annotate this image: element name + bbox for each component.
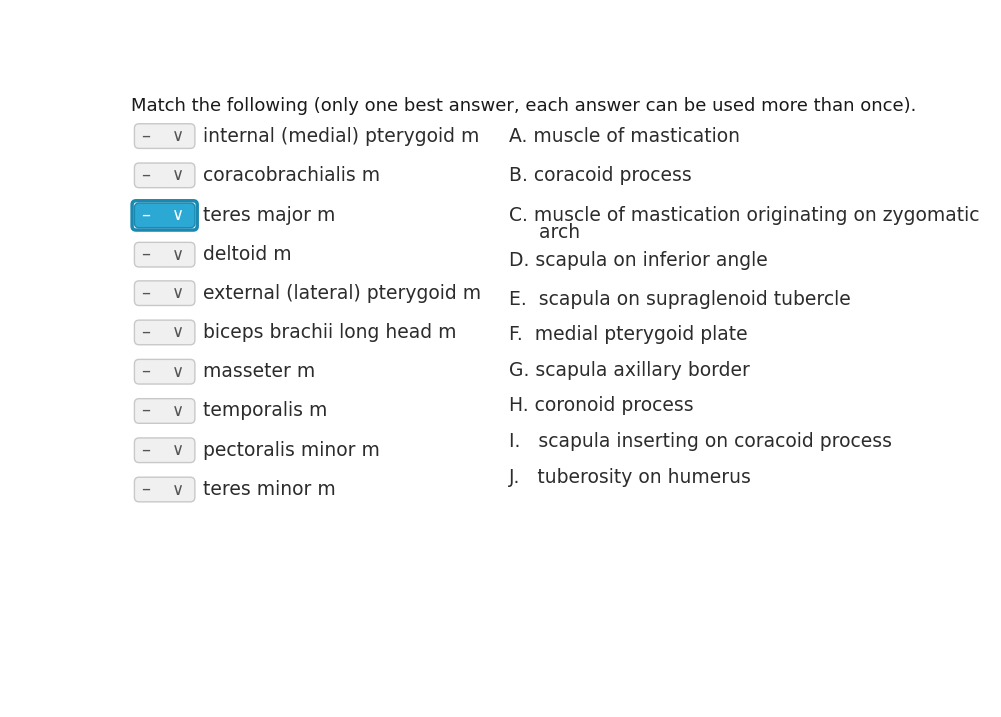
Text: ∨: ∨: [172, 284, 184, 302]
Text: ∨: ∨: [172, 363, 184, 381]
Text: ∨: ∨: [172, 127, 184, 145]
Text: external (lateral) pterygoid m: external (lateral) pterygoid m: [202, 284, 480, 303]
Text: E.  scapula on supraglenoid tubercle: E. scapula on supraglenoid tubercle: [509, 290, 851, 309]
Text: –: –: [141, 480, 150, 498]
Text: teres major m: teres major m: [202, 206, 335, 225]
Text: D. scapula on inferior angle: D. scapula on inferior angle: [509, 252, 768, 270]
Text: G. scapula axillary border: G. scapula axillary border: [509, 361, 750, 380]
Text: temporalis m: temporalis m: [202, 402, 327, 420]
Text: ∨: ∨: [172, 206, 184, 224]
Text: –: –: [141, 440, 150, 458]
Text: –: –: [141, 283, 150, 301]
FancyBboxPatch shape: [134, 438, 195, 462]
Text: A. muscle of mastication: A. muscle of mastication: [509, 127, 740, 146]
Text: –: –: [141, 126, 150, 144]
Text: –: –: [141, 323, 150, 341]
Text: F.  medial pterygoid plate: F. medial pterygoid plate: [509, 326, 748, 344]
Text: pectoralis minor m: pectoralis minor m: [202, 441, 379, 460]
Text: I.   scapula inserting on coracoid process: I. scapula inserting on coracoid process: [509, 432, 892, 450]
FancyBboxPatch shape: [134, 163, 195, 188]
Text: ∨: ∨: [172, 441, 184, 460]
Text: coracobrachialis m: coracobrachialis m: [202, 166, 379, 185]
FancyBboxPatch shape: [134, 478, 195, 502]
Text: ∨: ∨: [172, 323, 184, 341]
Text: masseter m: masseter m: [202, 362, 315, 381]
Text: –: –: [141, 206, 150, 224]
Text: arch: arch: [509, 223, 580, 242]
Text: teres minor m: teres minor m: [202, 480, 335, 499]
Text: B. coracoid process: B. coracoid process: [509, 166, 692, 185]
Text: ∨: ∨: [172, 246, 184, 264]
Text: Match the following (only one best answer, each answer can be used more than onc: Match the following (only one best answe…: [131, 97, 917, 115]
FancyBboxPatch shape: [134, 359, 195, 384]
Text: deltoid m: deltoid m: [202, 245, 291, 264]
Text: H. coronoid process: H. coronoid process: [509, 396, 694, 415]
Text: internal (medial) pterygoid m: internal (medial) pterygoid m: [202, 127, 479, 146]
Text: –: –: [141, 362, 150, 380]
Text: biceps brachii long head m: biceps brachii long head m: [202, 323, 456, 342]
Text: –: –: [141, 166, 150, 184]
Text: ∨: ∨: [172, 166, 184, 184]
Text: C. muscle of mastication originating on zygomatic: C. muscle of mastication originating on …: [509, 206, 979, 225]
FancyBboxPatch shape: [134, 242, 195, 267]
FancyBboxPatch shape: [134, 320, 195, 345]
FancyBboxPatch shape: [134, 203, 195, 228]
FancyBboxPatch shape: [134, 399, 195, 423]
Text: J.   tuberosity on humerus: J. tuberosity on humerus: [509, 468, 752, 488]
Text: ∨: ∨: [172, 402, 184, 420]
Text: –: –: [141, 402, 150, 419]
Text: ∨: ∨: [172, 480, 184, 498]
FancyBboxPatch shape: [134, 281, 195, 305]
Text: –: –: [141, 245, 150, 263]
FancyBboxPatch shape: [134, 124, 195, 148]
